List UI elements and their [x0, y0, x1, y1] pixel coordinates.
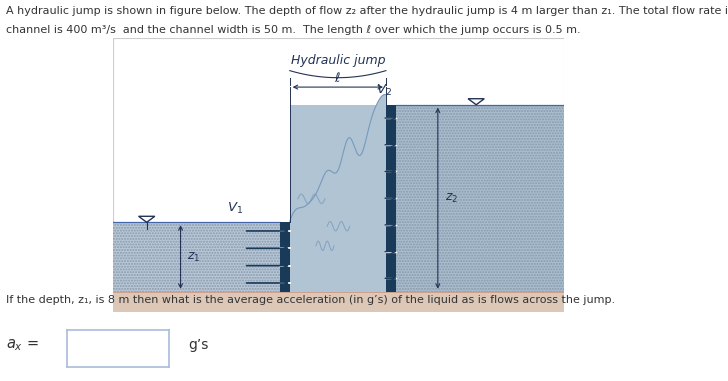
Text: $z_1$: $z_1$: [187, 250, 201, 264]
Text: i: i: [58, 342, 62, 355]
Bar: [113, 222, 280, 291]
Text: $V_1$: $V_1$: [226, 201, 242, 216]
Bar: [290, 105, 386, 291]
Bar: [386, 105, 396, 291]
Bar: [396, 105, 564, 291]
Text: channel is 400 m³/s  and the channel width is 50 m.  The length ℓ over which the: channel is 400 m³/s and the channel widt…: [6, 25, 580, 35]
Text: A hydraulic jump is shown in figure below. The depth of flow z₂ after the hydrau: A hydraulic jump is shown in figure belo…: [6, 6, 728, 16]
Bar: [113, 291, 564, 312]
Text: $V_2$: $V_2$: [376, 83, 392, 98]
Bar: [280, 222, 290, 291]
Bar: [396, 105, 564, 291]
Text: !: !: [173, 341, 179, 355]
Text: $a_x$ =: $a_x$ =: [6, 337, 39, 353]
Text: g’s: g’s: [188, 338, 208, 352]
Bar: [113, 222, 280, 291]
Text: If the depth, z₁, is 8 m then what is the average acceleration (in g’s) of the l: If the depth, z₁, is 8 m then what is th…: [6, 295, 615, 305]
Text: Hydraulic jump: Hydraulic jump: [290, 54, 385, 67]
Text: $z_2$: $z_2$: [445, 192, 458, 205]
Text: $\ell$: $\ell$: [334, 71, 341, 85]
Polygon shape: [290, 94, 386, 291]
